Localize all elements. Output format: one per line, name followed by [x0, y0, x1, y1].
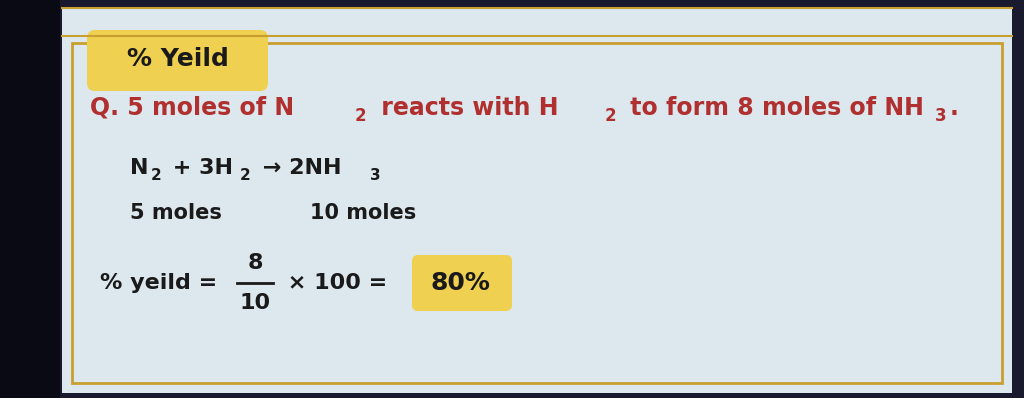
- FancyBboxPatch shape: [87, 30, 268, 91]
- FancyBboxPatch shape: [62, 10, 1012, 38]
- Text: reacts with H: reacts with H: [373, 96, 558, 120]
- Text: → 2NH: → 2NH: [255, 158, 341, 178]
- Text: × 100 =: × 100 =: [280, 273, 395, 293]
- Text: 2: 2: [151, 168, 162, 183]
- Text: 10 moles: 10 moles: [310, 203, 416, 223]
- Text: 3: 3: [935, 107, 946, 125]
- Text: + 3H: + 3H: [165, 158, 233, 178]
- FancyBboxPatch shape: [412, 255, 512, 311]
- Text: % Yeild: % Yeild: [127, 47, 229, 71]
- Text: % yeild =: % yeild =: [100, 273, 225, 293]
- FancyBboxPatch shape: [72, 43, 1002, 383]
- Text: 2: 2: [355, 107, 367, 125]
- Text: 2: 2: [240, 168, 251, 183]
- Text: 3: 3: [370, 168, 381, 183]
- Text: 5 moles: 5 moles: [130, 203, 222, 223]
- Text: Q. 5 moles of N: Q. 5 moles of N: [90, 96, 294, 120]
- Text: 10: 10: [240, 293, 270, 313]
- Text: 2: 2: [605, 107, 616, 125]
- Polygon shape: [0, 0, 60, 398]
- Text: N: N: [130, 158, 148, 178]
- Text: 8: 8: [247, 253, 263, 273]
- Text: 80%: 80%: [430, 271, 489, 295]
- Text: .: .: [950, 96, 958, 120]
- FancyBboxPatch shape: [62, 8, 1012, 393]
- Text: to form 8 moles of NH: to form 8 moles of NH: [622, 96, 924, 120]
